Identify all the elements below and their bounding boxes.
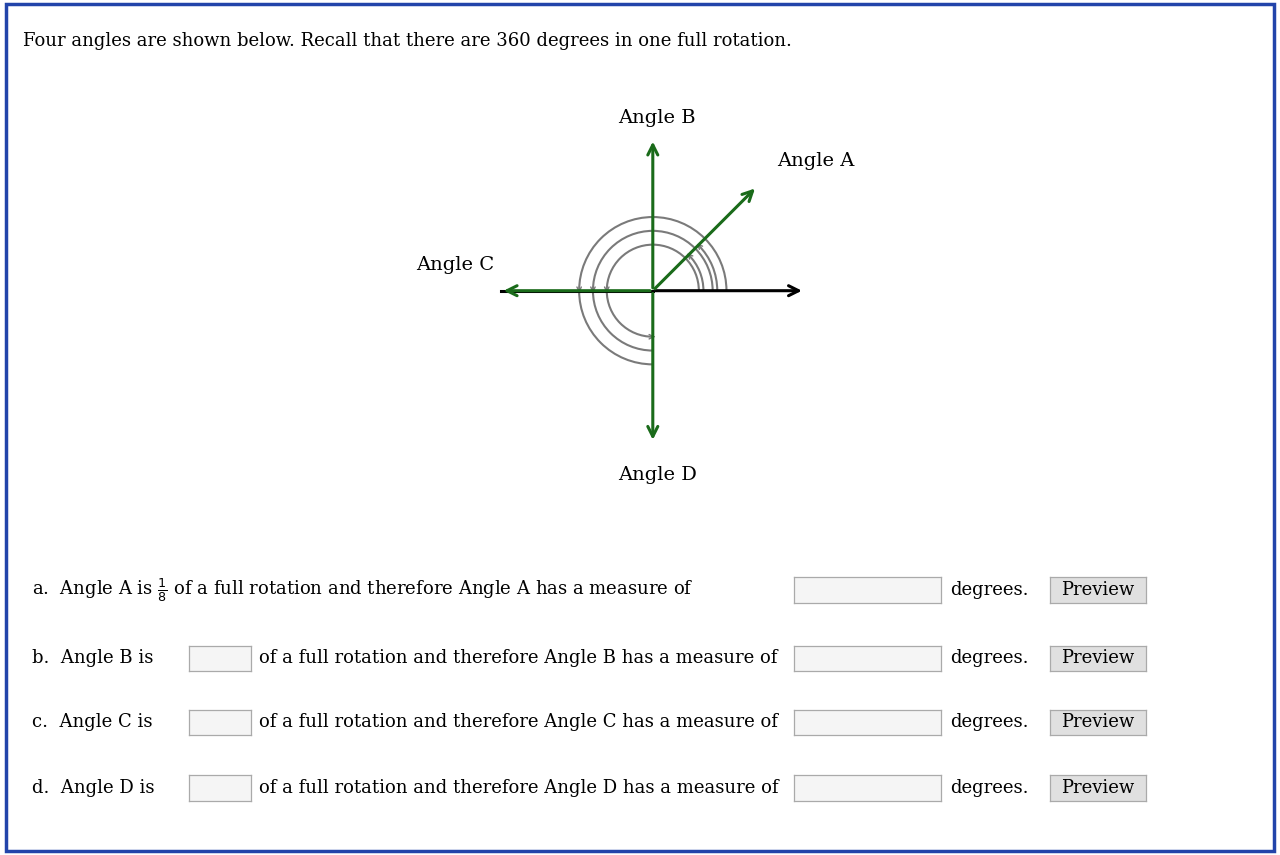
Text: degrees.: degrees. (950, 649, 1028, 668)
Text: Preview: Preview (1061, 713, 1134, 732)
Text: Angle A: Angle A (777, 152, 855, 170)
Text: Angle C: Angle C (416, 256, 494, 274)
Text: Preview: Preview (1061, 581, 1134, 599)
Text: degrees.: degrees. (950, 713, 1028, 732)
Text: of a full rotation and therefore Angle B has a measure of: of a full rotation and therefore Angle B… (259, 649, 777, 668)
Text: c.  Angle C is: c. Angle C is (32, 713, 152, 732)
Text: a.  Angle A is $\frac{1}{8}$ of a full rotation and therefore Angle A has a meas: a. Angle A is $\frac{1}{8}$ of a full ro… (32, 576, 694, 604)
Text: b.  Angle B is: b. Angle B is (32, 649, 154, 668)
Text: Preview: Preview (1061, 649, 1134, 668)
Text: of a full rotation and therefore Angle C has a measure of: of a full rotation and therefore Angle C… (259, 713, 777, 732)
Text: Preview: Preview (1061, 779, 1134, 798)
Text: d.  Angle D is: d. Angle D is (32, 779, 155, 798)
Text: Four angles are shown below. Recall that there are 360 degrees in one full rotat: Four angles are shown below. Recall that… (23, 32, 792, 50)
Text: Angle D: Angle D (618, 466, 696, 484)
Text: degrees.: degrees. (950, 581, 1028, 599)
Text: degrees.: degrees. (950, 779, 1028, 798)
Text: Angle B: Angle B (618, 109, 696, 127)
Text: of a full rotation and therefore Angle D has a measure of: of a full rotation and therefore Angle D… (259, 779, 778, 798)
